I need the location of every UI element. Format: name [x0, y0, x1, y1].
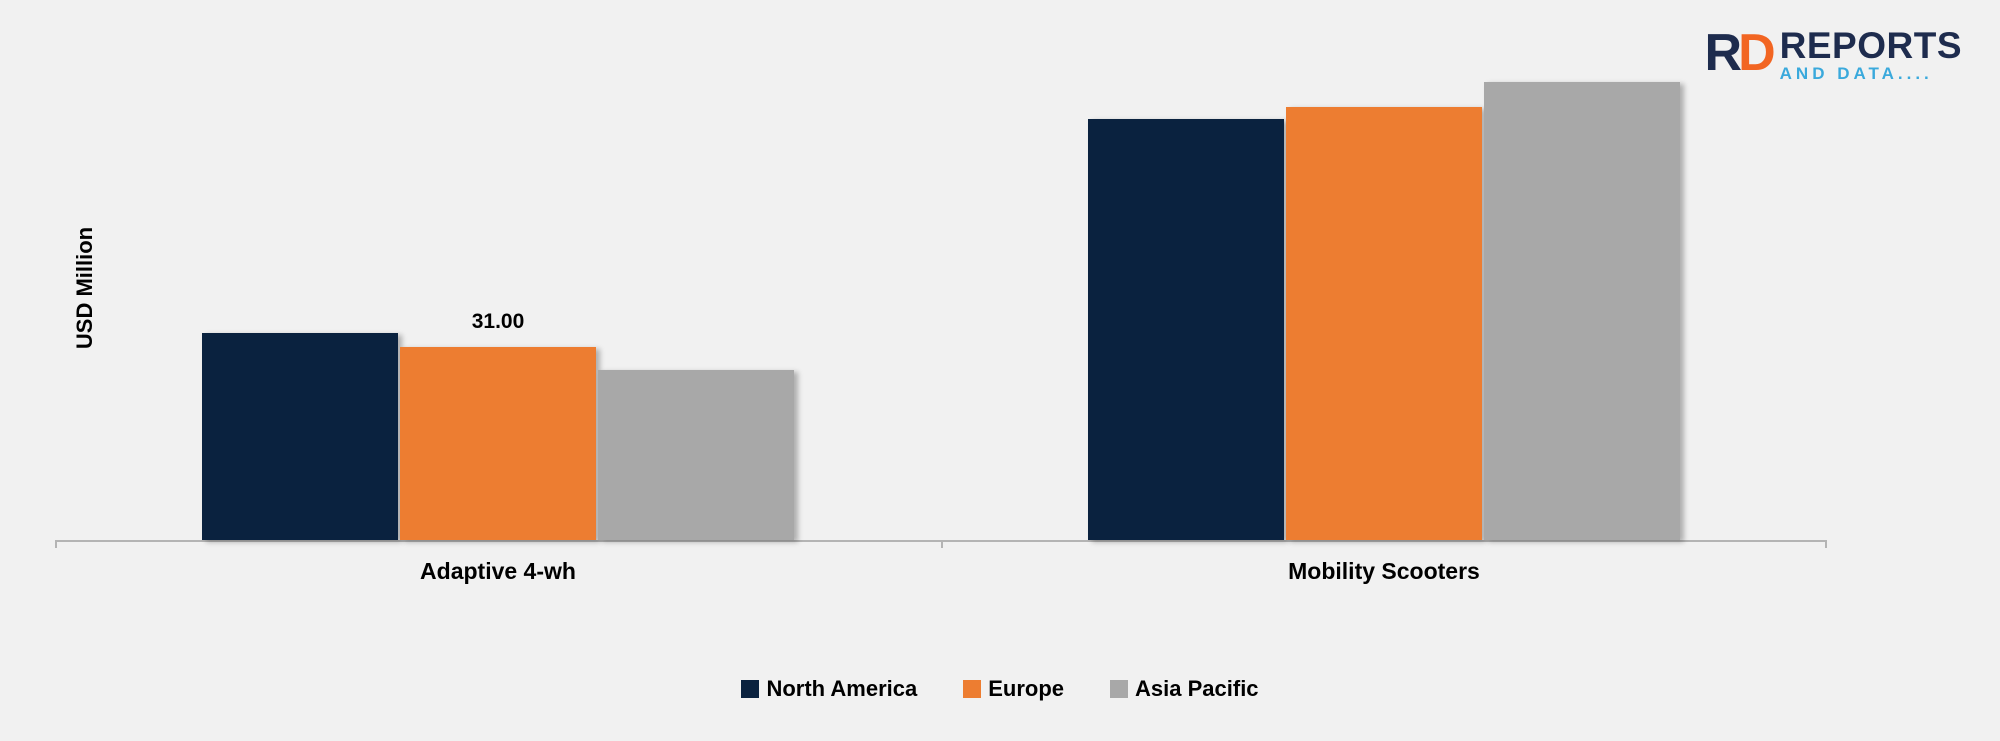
logo-title: REPORTS: [1779, 25, 1962, 66]
bar-north-america-0: [202, 333, 398, 540]
legend-item-north-america: North America: [741, 676, 917, 702]
bar-asia-pacific-1: [1484, 82, 1680, 540]
legend-swatch-icon: [1110, 680, 1129, 698]
data-label: 31.00: [471, 310, 525, 333]
legend: North America Europe Asia Pacific: [0, 676, 2000, 702]
legend-swatch-icon: [963, 680, 982, 698]
legend-item-europe: Europe: [963, 676, 1064, 702]
legend-label: Asia Pacific: [1135, 676, 1259, 701]
axis-tick: [55, 540, 57, 548]
category-label: Mobility Scooters: [1288, 558, 1480, 584]
legend-label: Europe: [988, 676, 1065, 701]
category-label: Adaptive 4-wh: [420, 558, 576, 584]
plot-area: Adaptive 4-wh Mobility Scooters 31.00: [55, 40, 1827, 584]
axis-tick: [1825, 540, 1827, 548]
legend-label: North America: [766, 676, 918, 701]
bar-north-america-1: [1088, 119, 1284, 540]
bar-europe-0: [400, 347, 596, 540]
logo-letter-r: R: [1704, 24, 1743, 82]
axis-tick: [941, 540, 943, 548]
logo-mark-icon: R D: [1704, 24, 1776, 82]
bar-europe-1: [1286, 107, 1482, 540]
logo-subtitle: AND DATA....: [1779, 64, 1933, 83]
logo-text: REPORTS AND DATA....: [1779, 25, 1962, 84]
legend-item-asia-pacific: Asia Pacific: [1110, 676, 1259, 702]
legend-swatch-icon: [741, 680, 760, 698]
logo-letter-d: D: [1738, 24, 1776, 82]
reports-and-data-logo: R D REPORTS AND DATA....: [1704, 24, 1962, 84]
bar-asia-pacific-0: [598, 370, 794, 540]
